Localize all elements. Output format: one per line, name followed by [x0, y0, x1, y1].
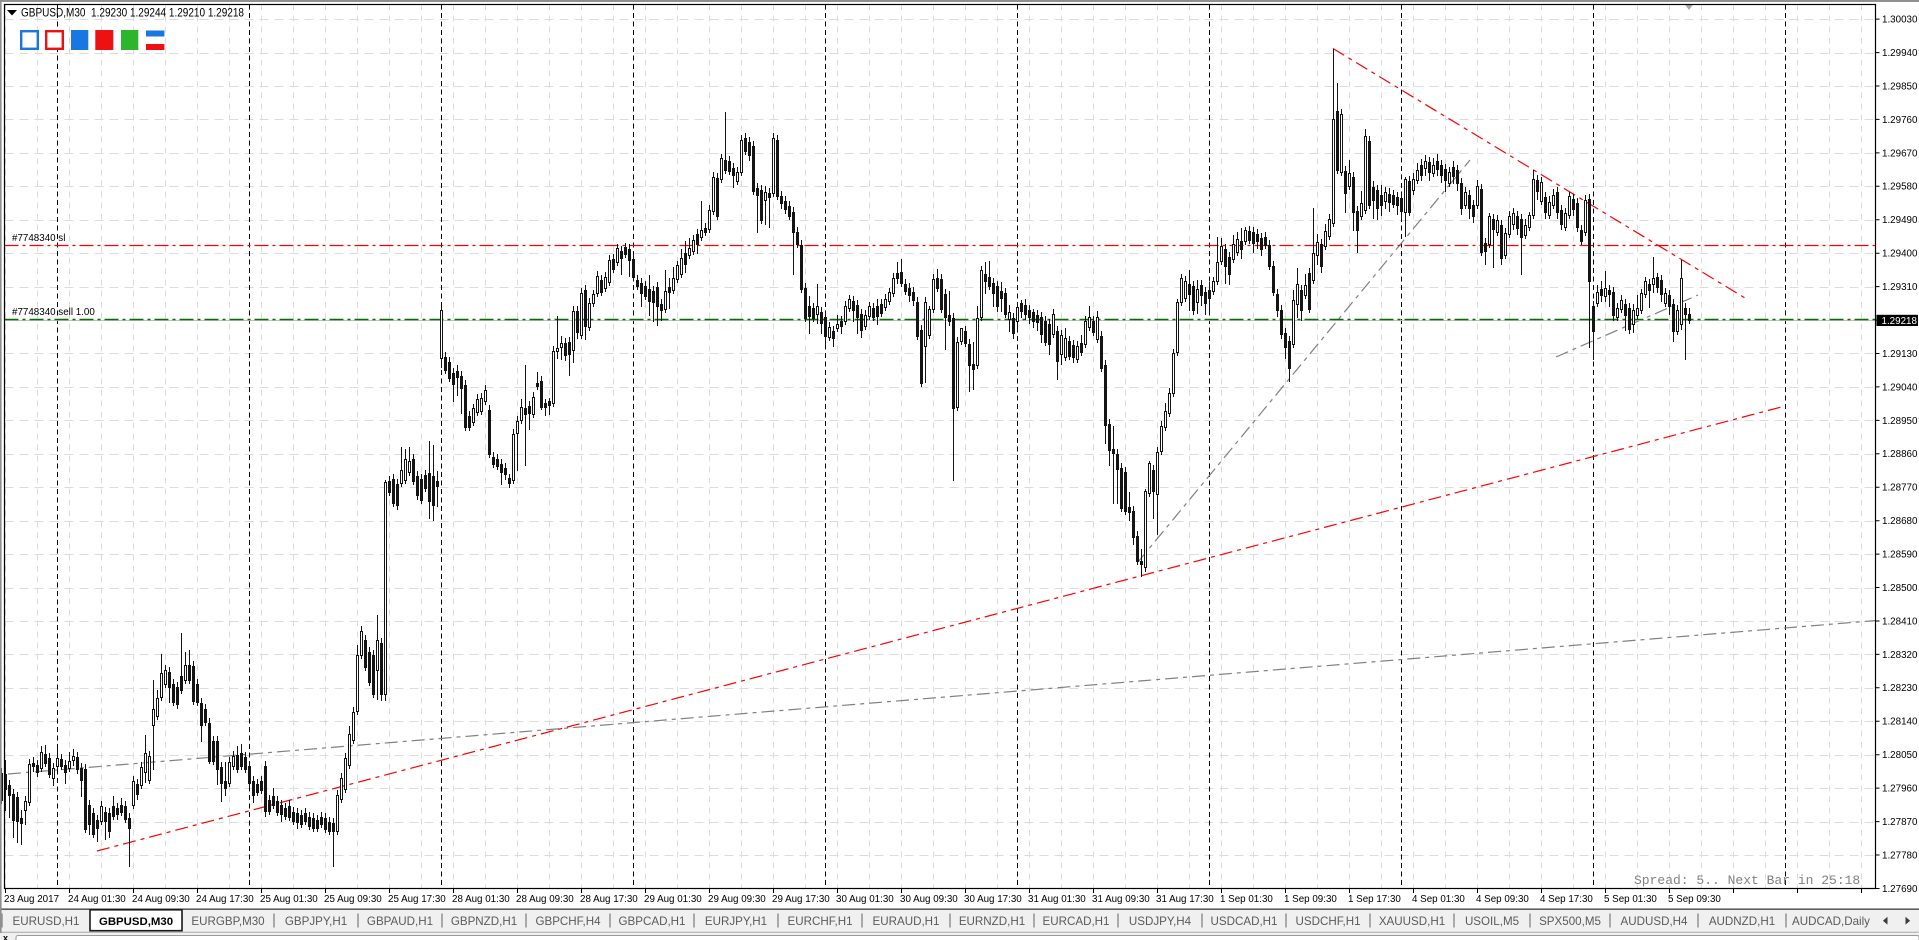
svg-text:1.28320: 1.28320: [1882, 650, 1918, 661]
svg-text:EURCAD,H1: EURCAD,H1: [1043, 915, 1110, 928]
svg-text:#7748340 sl: #7748340 sl: [12, 233, 65, 244]
svg-text:USDCHF,H1: USDCHF,H1: [1295, 915, 1360, 928]
svg-text:1.29130: 1.29130: [1882, 349, 1918, 360]
svg-text:31 Aug 01:30: 31 Aug 01:30: [1028, 894, 1086, 905]
svg-text:EURGBP,M30: EURGBP,M30: [191, 915, 264, 928]
svg-text:1.29580: 1.29580: [1882, 182, 1918, 193]
svg-text:EURUSD,H1: EURUSD,H1: [13, 915, 80, 928]
svg-text:31 Aug 17:30: 31 Aug 17:30: [1156, 894, 1214, 905]
svg-text:1.29760: 1.29760: [1882, 115, 1918, 126]
svg-text:EURJPY,H1: EURJPY,H1: [705, 915, 767, 928]
svg-text:SPX500,M5: SPX500,M5: [1539, 915, 1601, 928]
svg-text:30 Aug 17:30: 30 Aug 17:30: [964, 894, 1022, 905]
svg-text:Spread: 5.. Next Bar in 25:18: Spread: 5.. Next Bar in 25:18: [1634, 873, 1860, 888]
svg-text:AUDCAD,Daily: AUDCAD,Daily: [1792, 915, 1870, 928]
svg-text:USOIL,M5: USOIL,M5: [1465, 915, 1519, 928]
svg-text:1.28050: 1.28050: [1882, 750, 1918, 761]
svg-text:AUDNZD,H1: AUDNZD,H1: [1709, 915, 1775, 928]
svg-text:5 Sep 09:30: 5 Sep 09:30: [1668, 894, 1721, 905]
svg-text:28 Aug 01:30: 28 Aug 01:30: [452, 894, 510, 905]
svg-text:24 Aug 17:30: 24 Aug 17:30: [196, 894, 254, 905]
svg-text:25 Aug 09:30: 25 Aug 09:30: [324, 894, 382, 905]
svg-text:GBPUSD,M30 1.29230 1.29244 1.: GBPUSD,M30 1.29230 1.29244 1.29210 1.292…: [21, 6, 244, 20]
svg-text:23 Aug 2017: 23 Aug 2017: [4, 894, 59, 905]
svg-text:1.28950: 1.28950: [1882, 416, 1918, 427]
svg-text:1.28140: 1.28140: [1882, 717, 1918, 728]
svg-text:29 Aug 09:30: 29 Aug 09:30: [708, 894, 766, 905]
svg-text:4 Sep 09:30: 4 Sep 09:30: [1476, 894, 1529, 905]
svg-text:4 Sep 01:30: 4 Sep 01:30: [1412, 894, 1465, 905]
svg-text:1.27780: 1.27780: [1882, 850, 1918, 861]
svg-text:1.28770: 1.28770: [1882, 483, 1918, 494]
svg-text:28 Aug 09:30: 28 Aug 09:30: [516, 894, 574, 905]
svg-text:1.28410: 1.28410: [1882, 616, 1918, 627]
svg-text:EURCHF,H1: EURCHF,H1: [787, 915, 852, 928]
svg-text:1.29850: 1.29850: [1882, 81, 1918, 92]
svg-text:GBPCAD,H1: GBPCAD,H1: [618, 915, 685, 928]
svg-text:#7748340 sell 1.00: #7748340 sell 1.00: [12, 307, 95, 318]
svg-text:1 Sep 01:30: 1 Sep 01:30: [1220, 894, 1273, 905]
svg-text:GBPJPY,H1: GBPJPY,H1: [285, 915, 347, 928]
svg-text:AUDUSD,H4: AUDUSD,H4: [1621, 915, 1689, 928]
svg-text:GBPCHF,H4: GBPCHF,H4: [535, 915, 601, 928]
svg-text:1.29490: 1.29490: [1882, 215, 1918, 226]
svg-text:1.28590: 1.28590: [1882, 550, 1918, 561]
svg-text:EURNZD,H1: EURNZD,H1: [959, 915, 1025, 928]
svg-text:XAUUSD,H1: XAUUSD,H1: [1379, 915, 1445, 928]
svg-text:1.30030: 1.30030: [1882, 15, 1918, 26]
svg-text:24 Aug 09:30: 24 Aug 09:30: [132, 894, 190, 905]
svg-text:1.28230: 1.28230: [1882, 683, 1918, 694]
svg-text:1.29940: 1.29940: [1882, 48, 1918, 59]
svg-text:30 Aug 01:30: 30 Aug 01:30: [836, 894, 894, 905]
svg-text:1.28680: 1.28680: [1882, 516, 1918, 527]
svg-text:1.29400: 1.29400: [1882, 249, 1918, 260]
svg-text:29 Aug 01:30: 29 Aug 01:30: [644, 894, 702, 905]
svg-text:x: x: [3, 933, 8, 940]
svg-text:GBPNZD,H1: GBPNZD,H1: [451, 915, 517, 928]
svg-text:1.28860: 1.28860: [1882, 449, 1918, 460]
svg-text:1.28500: 1.28500: [1882, 583, 1918, 594]
svg-text:GBPUSD,M30: GBPUSD,M30: [99, 916, 173, 928]
svg-text:1.29310: 1.29310: [1882, 282, 1918, 293]
svg-text:EURAUD,H1: EURAUD,H1: [873, 915, 940, 928]
svg-text:1 Sep 17:30: 1 Sep 17:30: [1348, 894, 1401, 905]
svg-text:1 Sep 09:30: 1 Sep 09:30: [1284, 894, 1337, 905]
svg-text:1.27870: 1.27870: [1882, 817, 1918, 828]
svg-text:4 Sep 17:30: 4 Sep 17:30: [1540, 894, 1593, 905]
svg-text:25 Aug 01:30: 25 Aug 01:30: [260, 894, 318, 905]
svg-text:1.29670: 1.29670: [1882, 148, 1918, 159]
svg-text:31 Aug 09:30: 31 Aug 09:30: [1092, 894, 1150, 905]
svg-text:5 Sep 01:30: 5 Sep 01:30: [1604, 894, 1657, 905]
svg-text:29 Aug 17:30: 29 Aug 17:30: [772, 894, 830, 905]
svg-text:1.27690: 1.27690: [1882, 884, 1918, 895]
svg-text:24 Aug 01:30: 24 Aug 01:30: [68, 894, 126, 905]
svg-text:USDJPY,H4: USDJPY,H4: [1129, 915, 1192, 928]
svg-text:GBPAUD,H1: GBPAUD,H1: [367, 915, 433, 928]
svg-text:30 Aug 09:30: 30 Aug 09:30: [900, 894, 958, 905]
svg-text:USDCAD,H1: USDCAD,H1: [1211, 915, 1278, 928]
svg-text:28 Aug 17:30: 28 Aug 17:30: [580, 894, 638, 905]
svg-text:25 Aug 17:30: 25 Aug 17:30: [388, 894, 446, 905]
svg-text:1.29040: 1.29040: [1882, 382, 1918, 393]
svg-text:1.27960: 1.27960: [1882, 784, 1918, 795]
svg-text:1.29218: 1.29218: [1882, 316, 1918, 327]
